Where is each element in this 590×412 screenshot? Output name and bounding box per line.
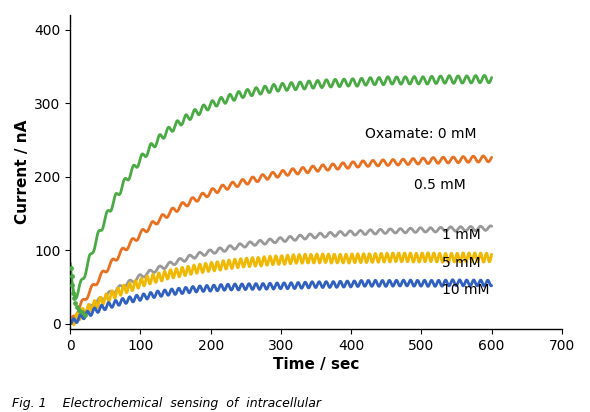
- Point: [72, 304, 81, 311]
- Point: [68, 282, 77, 289]
- Point: [67, 272, 76, 279]
- Point: [77, 309, 86, 316]
- Point: [68, 289, 78, 296]
- Point: [70, 300, 80, 306]
- Text: Oxamate: 0 mM: Oxamate: 0 mM: [365, 127, 477, 141]
- X-axis label: Time / sec: Time / sec: [273, 357, 359, 372]
- Text: 10 mM: 10 mM: [442, 283, 490, 297]
- Text: 0.5 mM: 0.5 mM: [414, 178, 466, 192]
- Text: Fig. 1    Electrochemical  sensing  of  intracellular: Fig. 1 Electrochemical sensing of intrac…: [12, 397, 321, 410]
- Point: [69, 295, 78, 301]
- Text: 5 mM: 5 mM: [442, 256, 481, 270]
- Text: 1 mM: 1 mM: [442, 228, 481, 242]
- Y-axis label: Current / nA: Current / nA: [15, 120, 30, 225]
- Point: [74, 307, 83, 314]
- Point: [66, 265, 76, 272]
- Point: [80, 311, 90, 318]
